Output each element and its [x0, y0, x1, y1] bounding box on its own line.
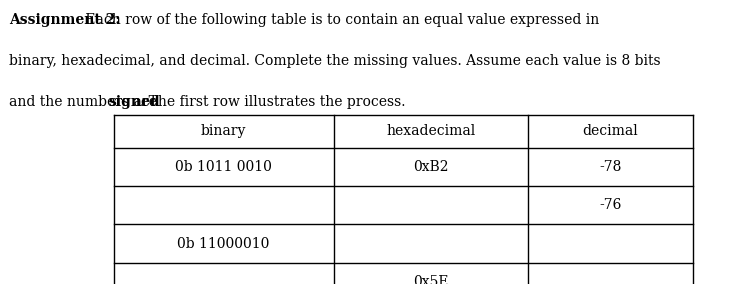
Text: 0b 11000010: 0b 11000010 — [177, 237, 270, 250]
Text: Assignment 2:: Assignment 2: — [9, 13, 120, 27]
Text: 0xB2: 0xB2 — [413, 160, 449, 174]
Text: -78: -78 — [599, 160, 622, 174]
Text: Each row of the following table is to contain an equal value expressed in: Each row of the following table is to co… — [81, 13, 599, 27]
Text: signed: signed — [108, 95, 160, 109]
Text: and the numbers are: and the numbers are — [9, 95, 161, 109]
Text: binary: binary — [201, 124, 246, 138]
Text: hexadecimal: hexadecimal — [386, 124, 475, 138]
Text: . The first row illustrates the process.: . The first row illustrates the process. — [140, 95, 405, 109]
Text: -76: -76 — [599, 198, 622, 212]
Text: binary, hexadecimal, and decimal. Complete the missing values. Assume each value: binary, hexadecimal, and decimal. Comple… — [9, 54, 660, 68]
Text: decimal: decimal — [582, 124, 638, 138]
Text: 0x5E: 0x5E — [413, 275, 449, 284]
Text: 0b 1011 0010: 0b 1011 0010 — [175, 160, 272, 174]
